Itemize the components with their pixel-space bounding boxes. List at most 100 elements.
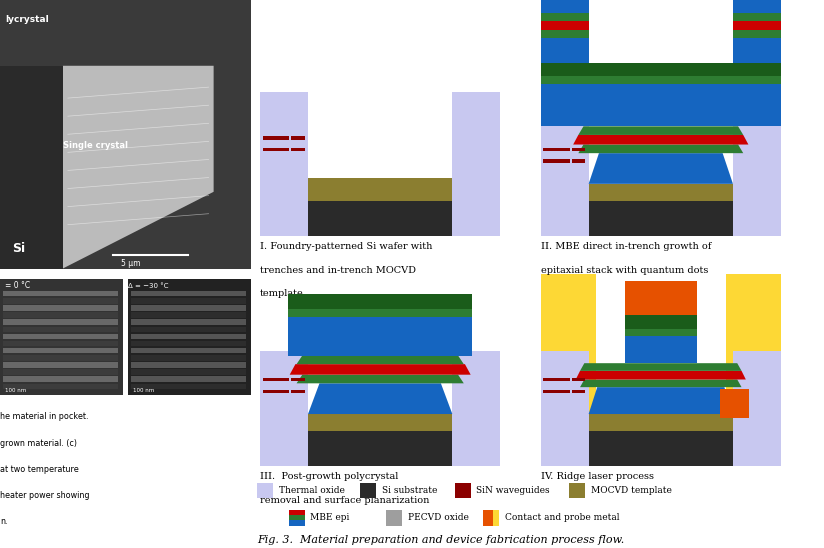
Polygon shape bbox=[578, 126, 743, 135]
Bar bbox=[131, 312, 246, 318]
Text: 100 nm: 100 nm bbox=[133, 388, 154, 393]
Bar bbox=[131, 362, 246, 368]
Text: lycrystal: lycrystal bbox=[5, 15, 49, 24]
Bar bbox=[360, 483, 377, 498]
Bar bbox=[131, 305, 246, 311]
Bar bbox=[2, 334, 118, 339]
Bar bbox=[0, 66, 63, 269]
Bar bbox=[260, 201, 500, 236]
Bar bbox=[386, 510, 402, 526]
Bar bbox=[541, 431, 781, 466]
Text: 5 μm: 5 μm bbox=[120, 259, 140, 268]
Bar bbox=[572, 378, 585, 381]
Bar bbox=[541, 30, 588, 38]
Polygon shape bbox=[588, 153, 733, 184]
Bar bbox=[455, 483, 471, 498]
Polygon shape bbox=[290, 364, 471, 375]
Bar bbox=[452, 92, 500, 236]
Text: grown material. (c): grown material. (c) bbox=[0, 438, 77, 448]
Bar bbox=[2, 369, 118, 375]
Text: MBE epi: MBE epi bbox=[311, 513, 349, 522]
Bar bbox=[0, 0, 251, 269]
Bar bbox=[733, 30, 781, 38]
Bar bbox=[131, 369, 246, 375]
Bar bbox=[2, 291, 118, 296]
Bar bbox=[726, 274, 781, 437]
Text: at two temperature: at two temperature bbox=[0, 465, 79, 474]
Bar bbox=[588, 184, 733, 201]
Bar bbox=[543, 390, 570, 393]
Bar bbox=[572, 148, 585, 151]
Polygon shape bbox=[588, 387, 733, 414]
Bar bbox=[2, 319, 118, 325]
Bar bbox=[625, 329, 697, 336]
Bar bbox=[541, 38, 588, 63]
Bar bbox=[0, 279, 123, 395]
Bar bbox=[541, 13, 588, 21]
Text: Δ = −30 °C: Δ = −30 °C bbox=[129, 283, 169, 289]
Bar bbox=[2, 384, 118, 389]
Bar bbox=[625, 336, 697, 363]
Polygon shape bbox=[297, 375, 464, 384]
Polygon shape bbox=[308, 384, 452, 414]
Bar bbox=[625, 281, 697, 315]
Bar bbox=[131, 341, 246, 346]
Bar bbox=[2, 298, 118, 304]
Bar bbox=[131, 291, 246, 296]
Bar bbox=[541, 21, 588, 30]
Text: II. MBE direct in-trench growth of: II. MBE direct in-trench growth of bbox=[541, 242, 711, 251]
Bar bbox=[2, 312, 118, 318]
Text: I. Foundry-patterned Si wafer with: I. Foundry-patterned Si wafer with bbox=[260, 242, 433, 251]
Bar bbox=[2, 341, 118, 346]
Bar bbox=[733, 13, 781, 21]
Bar bbox=[541, 274, 596, 437]
Bar bbox=[588, 414, 733, 431]
Text: heater power showing: heater power showing bbox=[0, 491, 90, 500]
Bar bbox=[733, 351, 781, 466]
Bar bbox=[569, 483, 585, 498]
Bar bbox=[2, 305, 118, 311]
Bar bbox=[541, 76, 781, 84]
Bar bbox=[572, 390, 585, 393]
Bar bbox=[2, 362, 118, 368]
Polygon shape bbox=[297, 356, 464, 364]
Text: template: template bbox=[260, 289, 304, 298]
Bar bbox=[493, 510, 499, 526]
Polygon shape bbox=[580, 363, 742, 371]
Bar bbox=[541, 63, 781, 76]
Bar bbox=[452, 351, 500, 466]
Bar bbox=[733, 0, 781, 13]
Bar bbox=[257, 483, 273, 498]
Bar bbox=[2, 376, 118, 382]
Text: Si substrate: Si substrate bbox=[382, 486, 438, 495]
Bar bbox=[541, 84, 781, 126]
Bar bbox=[263, 378, 289, 381]
Text: III.  Post-growth polycrystal: III. Post-growth polycrystal bbox=[260, 472, 398, 481]
Bar bbox=[131, 334, 246, 339]
Bar bbox=[572, 159, 585, 163]
Bar bbox=[131, 355, 246, 361]
Bar bbox=[131, 384, 246, 389]
Bar bbox=[541, 201, 781, 236]
Bar bbox=[541, 0, 588, 13]
Text: 100 nm: 100 nm bbox=[5, 388, 26, 393]
Text: MOCVD template: MOCVD template bbox=[591, 486, 672, 495]
Bar bbox=[625, 315, 697, 329]
Text: removal and surface planarization: removal and surface planarization bbox=[260, 496, 429, 505]
Bar bbox=[131, 298, 246, 304]
Text: SiN waveguides: SiN waveguides bbox=[476, 486, 550, 495]
Bar bbox=[288, 317, 472, 356]
Bar bbox=[291, 390, 305, 393]
Bar bbox=[483, 510, 493, 526]
Bar bbox=[288, 294, 472, 310]
Bar bbox=[263, 148, 289, 151]
Bar bbox=[733, 38, 781, 63]
Bar bbox=[2, 355, 118, 361]
Polygon shape bbox=[574, 135, 748, 145]
Bar bbox=[288, 515, 305, 521]
Bar bbox=[288, 521, 305, 526]
Bar bbox=[263, 136, 289, 140]
Bar bbox=[541, 121, 588, 236]
Bar bbox=[2, 348, 118, 353]
Bar bbox=[288, 510, 305, 515]
